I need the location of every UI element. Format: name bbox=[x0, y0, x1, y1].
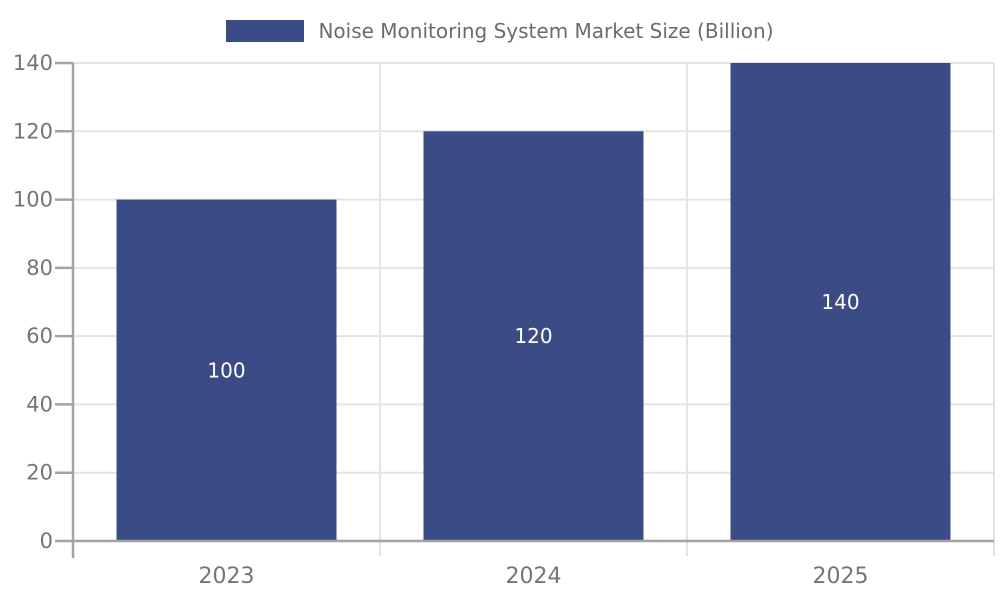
y-tick-label: 0 bbox=[40, 529, 53, 553]
y-tick-label: 80 bbox=[26, 256, 53, 280]
y-tick-label: 40 bbox=[26, 392, 53, 416]
x-tick-label: 2025 bbox=[813, 564, 869, 589]
y-tick-label: 140 bbox=[13, 51, 53, 75]
x-tick-label: 2023 bbox=[199, 564, 255, 589]
y-tick-label: 20 bbox=[26, 461, 53, 485]
bar bbox=[116, 199, 337, 542]
y-tick-label: 60 bbox=[26, 324, 53, 348]
bar-value-label: 120 bbox=[514, 324, 552, 348]
x-tick-label: 2024 bbox=[506, 564, 562, 589]
bar bbox=[730, 63, 951, 541]
bar-value-label: 100 bbox=[207, 358, 245, 382]
y-tick-label: 120 bbox=[13, 119, 53, 143]
bar-value-label: 140 bbox=[821, 290, 859, 314]
y-tick-label: 100 bbox=[13, 188, 53, 212]
bar bbox=[423, 131, 644, 542]
